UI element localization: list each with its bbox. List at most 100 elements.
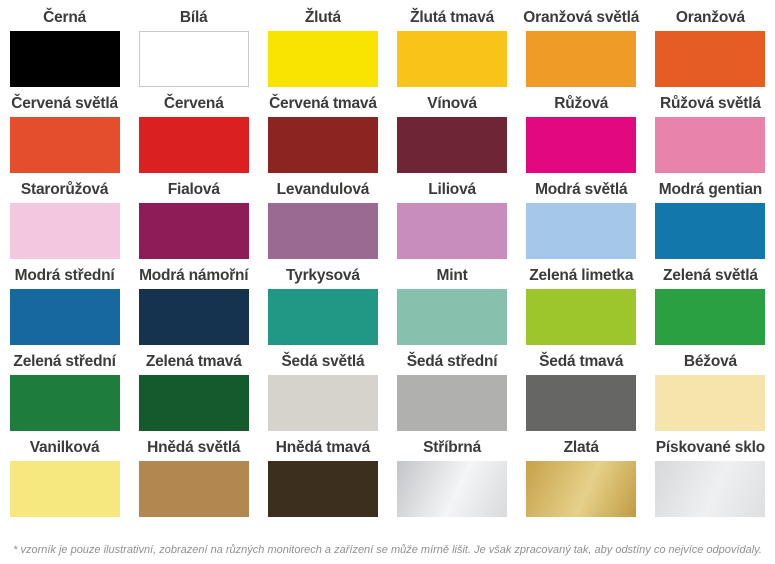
color-swatch-cell: Vínová [388,91,517,177]
disclaimer-text: * vzorník je pouze ilustrativní, zobraze… [13,544,762,556]
color-swatch [655,203,766,259]
color-swatch-cell: Hnědá světlá [129,435,258,521]
color-swatch-cell: Pískované sklo [646,435,775,521]
color-name-label: Růžová [554,95,609,112]
color-swatch [9,203,120,259]
color-swatch [655,289,766,345]
color-swatch-cell: Růžová světlá [646,91,775,177]
color-swatch-cell: Šedá světlá [258,349,387,435]
color-swatch-cell: Mint [388,263,517,349]
color-name-label: Vanilková [29,439,100,456]
color-swatch [397,461,508,517]
color-name-label: Červená tmavá [269,95,377,112]
color-swatch-cell: Hnědá tmavá [258,435,387,521]
color-name-label: Šedá tmavá [539,353,624,370]
color-swatch [9,375,120,431]
color-swatch-cell: Levandulová [258,177,387,263]
color-swatch-cell: Zelená střední [0,349,129,435]
color-name-label: Růžová světlá [660,95,761,112]
color-swatch [138,289,249,345]
color-swatch-cell: Liliová [388,177,517,263]
color-swatch [397,31,508,87]
color-name-label: Zlatá [563,439,599,456]
color-swatch [138,31,249,87]
color-swatch-cell: Růžová [517,91,646,177]
color-name-label: Liliová [428,181,476,198]
color-name-label: Hnědá světlá [147,439,241,456]
color-name-label: Červená [163,95,224,112]
color-name-label: Šedá střední [406,353,498,370]
color-swatch [9,461,120,517]
color-swatch-cell: Červená [129,91,258,177]
color-swatch [9,31,120,87]
color-swatch [138,461,249,517]
color-name-label: Starorůžová [20,181,109,198]
color-swatch-cell: Stříbrná [388,435,517,521]
color-name-label: Levandulová [276,181,370,198]
color-swatch-cell: Černá [0,5,129,91]
color-swatch-cell: Béžová [646,349,775,435]
color-swatch [397,117,508,173]
color-name-label: Zelená střední [13,353,116,370]
color-swatch [526,289,637,345]
color-swatch [267,375,378,431]
color-swatch [526,31,637,87]
color-name-label: Bílá [179,9,208,26]
color-name-label: Vínová [427,95,477,112]
color-swatch-cell: Modrá námořní [129,263,258,349]
color-swatch-cell: Vanilková [0,435,129,521]
color-swatch-cell: Šedá tmavá [517,349,646,435]
color-swatch-cell: Žlutá [258,5,387,91]
color-swatch-cell: Žlutá tmavá [388,5,517,91]
color-name-label: Oranžová [675,9,745,26]
color-swatch [526,117,637,173]
color-swatch [655,31,766,87]
color-swatch-cell: Starorůžová [0,177,129,263]
color-name-label: Fialová [167,181,220,198]
color-swatch-cell: Šedá střední [388,349,517,435]
color-swatch [655,117,766,173]
color-swatch-cell: Zelená limetka [517,263,646,349]
color-name-label: Žlutá tmavá [410,9,495,26]
color-name-label: Zelená limetka [529,267,634,284]
color-name-label: Červená světlá [11,95,118,112]
color-name-label: Modrá střední [14,267,115,284]
color-swatch-cell: Červená tmavá [258,91,387,177]
color-swatch [397,203,508,259]
color-name-label: Modrá gentian [658,181,763,198]
color-swatch [526,375,637,431]
color-swatch [655,375,766,431]
color-swatch [526,203,637,259]
color-name-label: Oranžová světlá [523,9,640,26]
color-name-label: Žlutá [304,9,341,26]
color-name-label: Modrá námořní [139,267,249,284]
color-swatch-cell: Oranžová [646,5,775,91]
color-swatch-cell: Zelená tmavá [129,349,258,435]
color-swatch-cell: Zelená světlá [646,263,775,349]
color-name-label: Mint [436,267,468,284]
color-name-label: Pískované sklo [655,439,766,456]
color-name-label: Hnědá tmavá [275,439,371,456]
color-name-label: Zelená světlá [663,267,758,284]
color-swatch [9,289,120,345]
color-swatch [267,289,378,345]
color-swatch-cell: Tyrkysová [258,263,387,349]
color-swatch-cell: Zlatá [517,435,646,521]
color-swatch [138,117,249,173]
color-swatch-cell: Modrá světlá [517,177,646,263]
color-name-label: Modrá světlá [535,181,628,198]
color-swatch [267,203,378,259]
color-name-label: Stříbrná [423,439,481,456]
color-swatch [267,31,378,87]
color-swatch-cell: Modrá střední [0,263,129,349]
color-swatch-cell: Bílá [129,5,258,91]
color-name-label: Béžová [683,353,737,370]
color-name-label: Zelená tmavá [145,353,242,370]
color-swatch [138,203,249,259]
color-swatch-grid: Černá Bílá Žlutá Žlutá tmavá Oranžová sv… [0,5,775,521]
color-swatch-cell: Červená světlá [0,91,129,177]
color-swatch-cell: Oranžová světlá [517,5,646,91]
color-name-label: Tyrkysová [286,267,360,284]
color-swatch [655,461,766,517]
color-swatch [267,117,378,173]
